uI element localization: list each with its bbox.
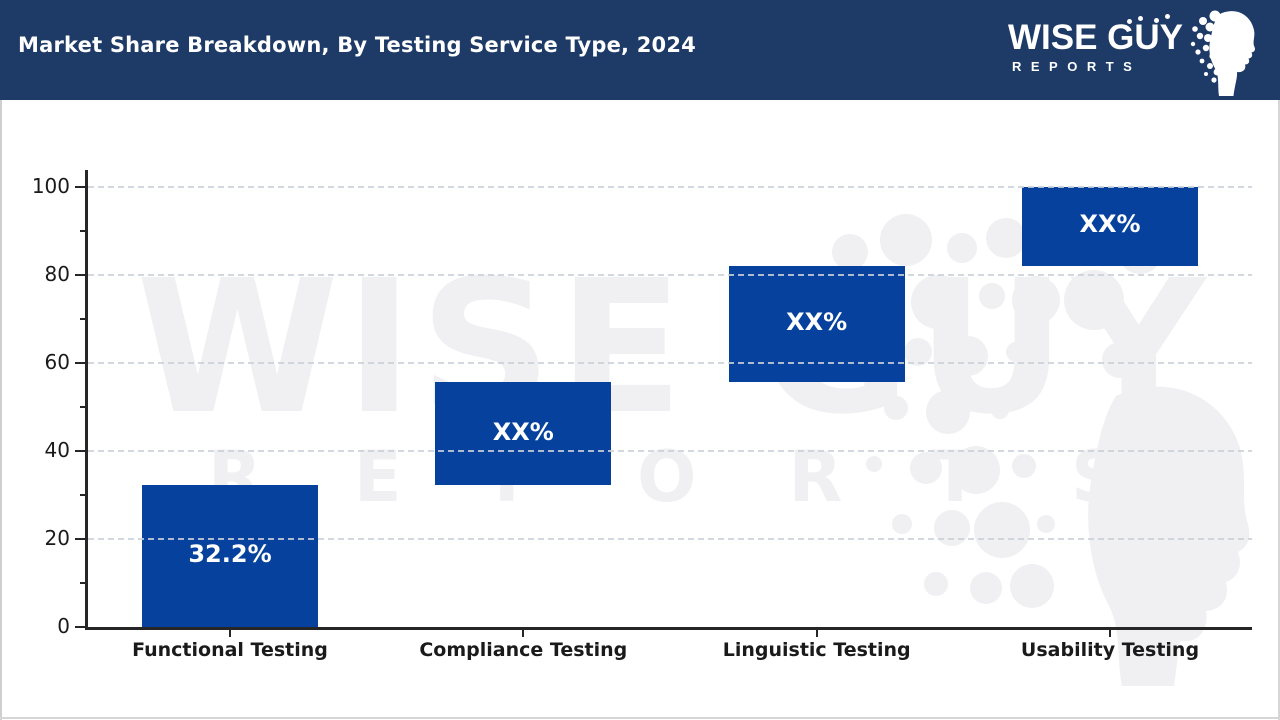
header-bar: Market Share Breakdown, By Testing Servi… <box>0 0 1280 100</box>
y-tick-label-100: 100 <box>31 174 70 198</box>
logo-dot-icon <box>1138 16 1143 21</box>
bar-1 <box>435 381 612 486</box>
bar-value-label-2: XX% <box>786 307 848 336</box>
logo-dot-icon <box>1165 14 1170 19</box>
bar-0 <box>142 485 318 627</box>
y-tick-label-20: 20 <box>44 526 70 550</box>
page-border-left <box>0 100 2 720</box>
x-axis-line <box>85 627 1252 630</box>
y-tick-20 <box>75 538 85 540</box>
y-axis-line <box>85 170 88 630</box>
x-category-label-0: Functional Testing <box>132 639 328 661</box>
logo-dot-icon <box>1127 19 1132 24</box>
bar-3 <box>1022 187 1198 266</box>
bar-value-label-0: 32.2% <box>188 540 272 569</box>
y-tick-label-0: 0 <box>57 614 70 638</box>
x-tick-2 <box>815 630 818 637</box>
gridline-20 <box>88 538 1252 540</box>
page-border-bottom <box>0 717 1280 719</box>
y-minor-tick-70 <box>80 318 85 320</box>
y-minor-tick-30 <box>80 494 85 496</box>
y-tick-label-80: 80 <box>44 262 70 286</box>
logo-tagline-text: REPORTS <box>1012 59 1142 74</box>
x-tick-0 <box>229 630 231 637</box>
gridline-60 <box>88 362 1252 364</box>
x-tick-1 <box>522 630 525 637</box>
bar-value-label-3: XX% <box>1079 210 1141 239</box>
page-title: Market Share Breakdown, By Testing Servi… <box>18 33 696 57</box>
gridline-40 <box>88 450 1252 452</box>
bar-value-label-1: XX% <box>492 417 554 446</box>
brand-logo: WISE GUY REPORTS <box>1008 4 1266 96</box>
y-tick-label-40: 40 <box>44 438 70 462</box>
y-tick-0 <box>75 626 85 628</box>
y-minor-tick-90 <box>80 230 85 232</box>
x-category-label-1: Compliance Testing <box>419 639 628 661</box>
y-tick-40 <box>75 450 85 452</box>
x-category-label-3: Usability Testing <box>1020 639 1200 661</box>
y-tick-60 <box>75 362 85 364</box>
y-tick-label-60: 60 <box>44 350 70 374</box>
logo-text: WISE GUY REPORTS <box>1008 14 1186 74</box>
logo-brand-text: WISE GUY <box>1008 18 1184 57</box>
y-minor-tick-50 <box>80 406 85 408</box>
logo-head-icon <box>1190 10 1256 96</box>
page-border-right <box>1278 100 1280 720</box>
y-tick-80 <box>75 274 85 276</box>
gridline-100 <box>88 186 1252 188</box>
x-category-label-2: Linguistic Testing <box>722 639 911 661</box>
y-minor-tick-10 <box>80 582 85 584</box>
x-tick-3 <box>1109 630 1111 637</box>
gridline-80 <box>88 274 1252 276</box>
y-tick-100 <box>75 186 85 188</box>
logo-dot-icon <box>1154 18 1159 23</box>
